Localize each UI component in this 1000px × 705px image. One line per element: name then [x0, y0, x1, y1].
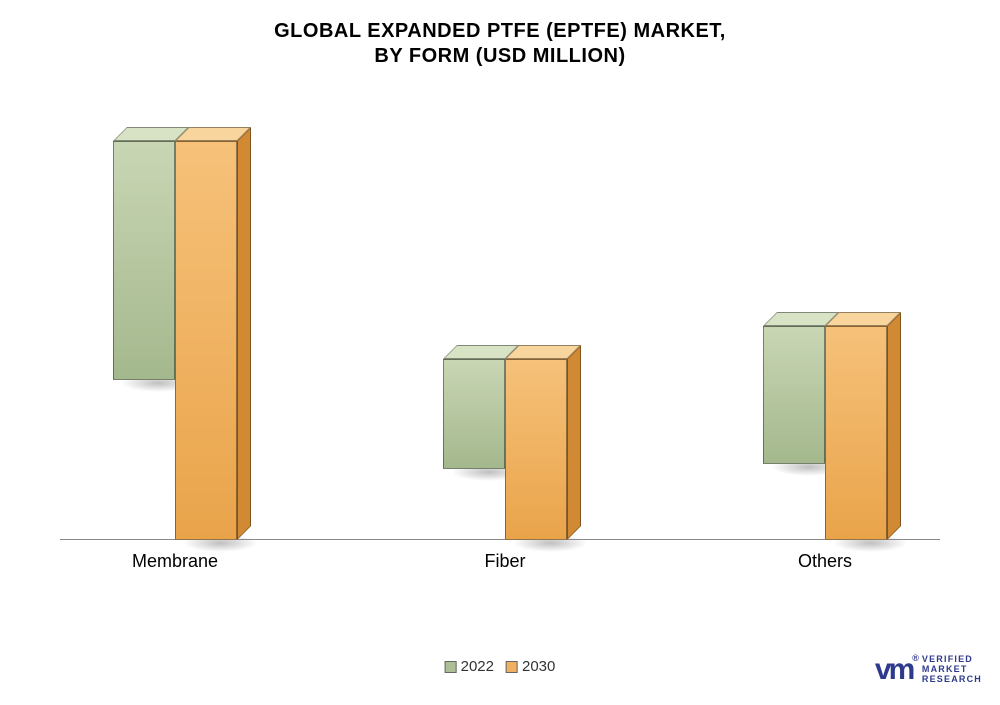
legend-item-2022: 2022 — [445, 658, 494, 675]
legend-label-2030: 2030 — [522, 658, 555, 675]
bar — [825, 326, 887, 540]
logo-text: VERIFIED MARKET RESEARCH — [922, 655, 982, 685]
category-label: Membrane — [90, 551, 260, 572]
chart-plot-area: Membrane Fiber Others — [60, 120, 940, 580]
legend-item-2030: 2030 — [506, 658, 555, 675]
title-line1: GLOBAL EXPANDED PTFE (EPTFE) MARKET, — [0, 20, 1000, 43]
logo-mark: vm® — [875, 653, 916, 687]
bar-group — [90, 141, 260, 540]
bar — [763, 326, 825, 465]
legend-swatch-2022 — [445, 661, 457, 673]
bar — [175, 141, 237, 540]
vmr-logo: vm® VERIFIED MARKET RESEARCH — [875, 653, 982, 687]
bar-front — [113, 141, 175, 380]
bar-side — [567, 345, 581, 540]
chart-title: GLOBAL EXPANDED PTFE (EPTFE) MARKET, BY … — [0, 0, 1000, 68]
bar-front — [505, 359, 567, 540]
legend-swatch-2030 — [506, 661, 518, 673]
bar-group — [420, 359, 590, 540]
legend-label-2022: 2022 — [461, 658, 494, 675]
category-label: Fiber — [420, 551, 590, 572]
bar-group — [740, 326, 910, 540]
bar-front — [443, 359, 505, 468]
bar — [113, 141, 175, 380]
bar — [505, 359, 567, 540]
bar-side — [887, 312, 901, 540]
bar-side — [237, 127, 251, 540]
bar — [443, 359, 505, 468]
bar-front — [825, 326, 887, 540]
category-label: Others — [740, 551, 910, 572]
bar-front — [763, 326, 825, 465]
legend: 2022 2030 — [445, 658, 556, 675]
bar-front — [175, 141, 237, 540]
title-line2: BY FORM (USD MILLION) — [0, 45, 1000, 68]
